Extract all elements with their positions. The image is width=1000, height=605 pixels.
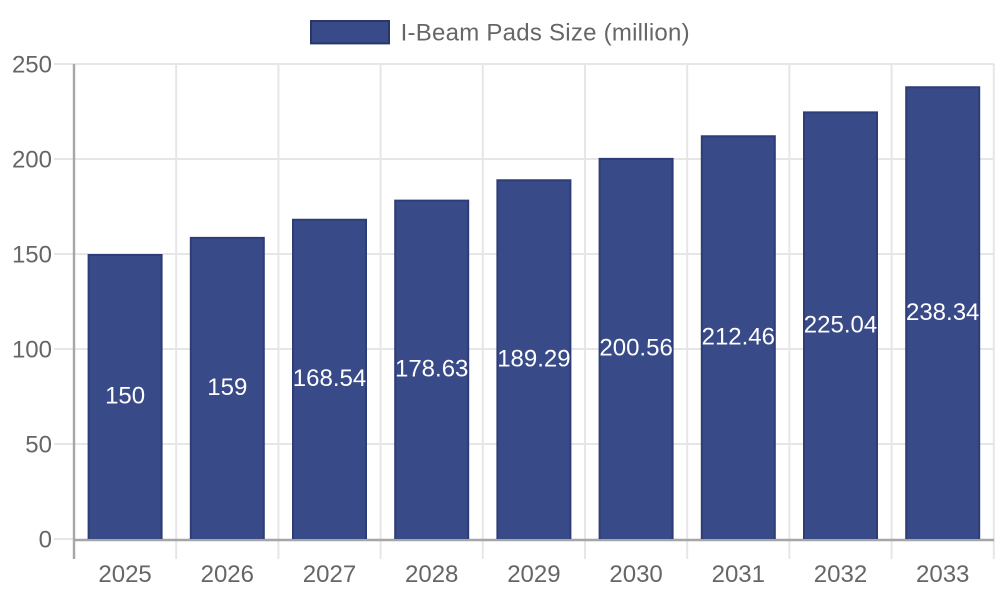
svg-text:2027: 2027 [303, 561, 356, 588]
svg-text:238.34: 238.34 [906, 299, 979, 326]
svg-text:2025: 2025 [98, 561, 151, 588]
svg-text:225.04: 225.04 [804, 311, 877, 338]
svg-text:168.54: 168.54 [293, 365, 366, 392]
svg-text:200.56: 200.56 [599, 335, 672, 362]
svg-text:100: 100 [12, 337, 52, 364]
svg-text:0: 0 [39, 527, 52, 554]
svg-text:159: 159 [207, 374, 247, 401]
svg-text:189.29: 189.29 [497, 345, 570, 372]
svg-text:2028: 2028 [405, 561, 458, 588]
svg-text:2031: 2031 [712, 561, 765, 588]
svg-text:212.46: 212.46 [702, 323, 775, 350]
svg-text:2033: 2033 [916, 561, 969, 588]
svg-text:150: 150 [105, 383, 145, 410]
svg-text:2032: 2032 [814, 561, 867, 588]
svg-text:200: 200 [12, 147, 52, 174]
svg-text:178.63: 178.63 [395, 356, 468, 383]
svg-text:2030: 2030 [609, 561, 662, 588]
svg-text:50: 50 [25, 432, 52, 459]
svg-text:2029: 2029 [507, 561, 560, 588]
svg-text:150: 150 [12, 242, 52, 269]
svg-text:I-Beam Pads Size (million): I-Beam Pads Size (million) [401, 19, 690, 46]
svg-text:2026: 2026 [201, 561, 254, 588]
svg-text:250: 250 [12, 52, 52, 79]
